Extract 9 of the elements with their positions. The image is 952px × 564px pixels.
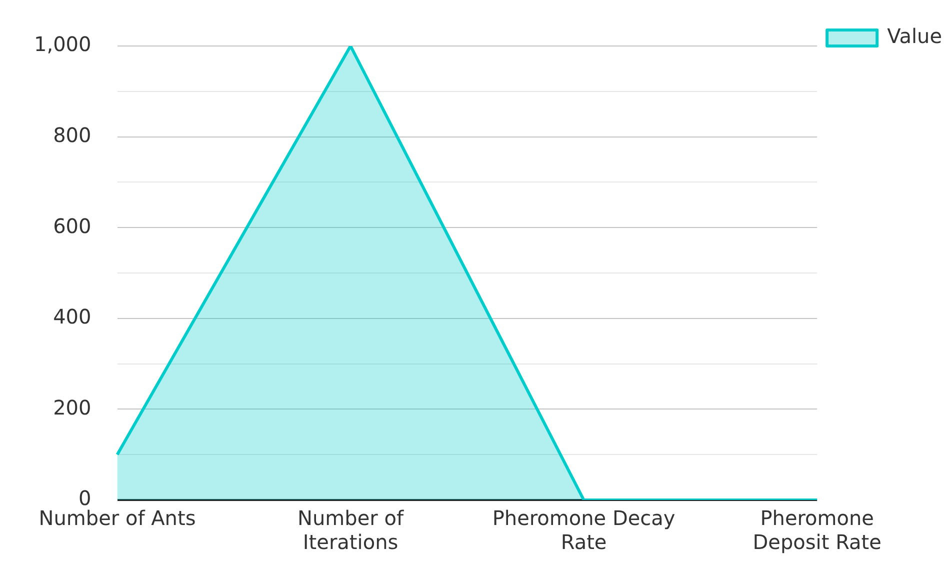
legend-label: Value	[887, 24, 942, 48]
x-tick-label: Pheromone Deposit Rate	[752, 506, 882, 554]
y-tick-label: 200	[53, 395, 92, 420]
y-tick-label: 600	[53, 214, 92, 238]
y-tick-label: 800	[53, 123, 92, 148]
x-tick-label: Pheromone Decay Rate	[492, 506, 676, 554]
y-tick-label: 1,000	[34, 32, 92, 56]
x-tick-label: Number of Iterations	[298, 506, 404, 554]
y-tick-label: 400	[53, 304, 92, 329]
